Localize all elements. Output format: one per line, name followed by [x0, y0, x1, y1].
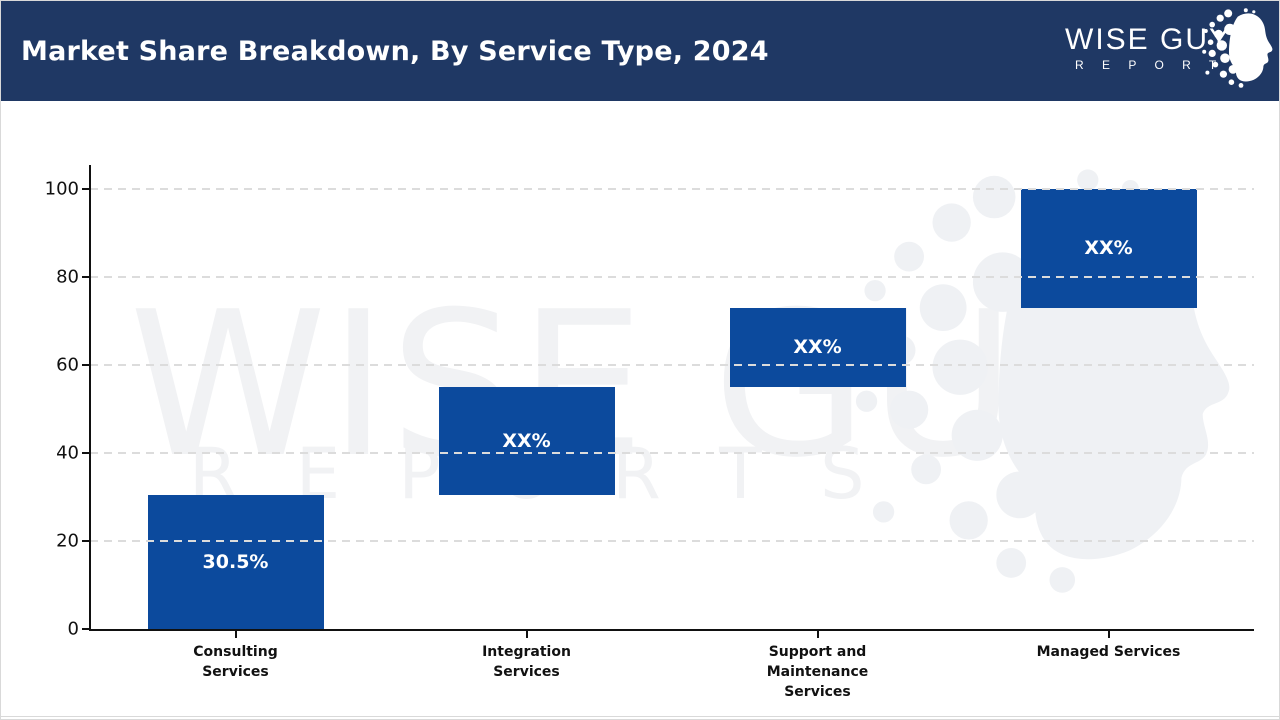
y-tick-label-40: 40 — [56, 442, 79, 464]
header-bar: Market Share Breakdown, By Service Type,… — [1, 1, 1279, 101]
y-tick-label-60: 60 — [56, 354, 79, 376]
y-tick-label-0: 0 — [67, 618, 79, 640]
y-tickmark-40 — [82, 452, 90, 454]
x-tickmark-1 — [525, 630, 528, 638]
bar-value-label-consulting-services: 30.5% — [202, 550, 269, 573]
page-title: Market Share Breakdown, By Service Type,… — [21, 35, 769, 67]
brand-logo: WISE GUY R E P O R T S — [1023, 1, 1273, 101]
gridline-20 — [90, 540, 1254, 542]
x-tickmark-0 — [234, 630, 237, 638]
y-tick-label-100: 100 — [44, 178, 79, 200]
bar-value-label-managed-services: XX% — [1084, 237, 1133, 260]
gridline-100 — [90, 188, 1254, 190]
y-tickmark-60 — [82, 364, 90, 366]
x-tickmark-2 — [816, 630, 819, 638]
bar-consulting-services — [147, 494, 324, 629]
y-tickmark-100 — [82, 188, 90, 190]
x-category-label-0: Consulting Services — [193, 644, 278, 680]
bar-integration-services — [438, 387, 615, 495]
x-category-label-1: Integration Services — [482, 644, 571, 680]
y-tick-label-20: 20 — [56, 530, 79, 552]
y-axis-line — [89, 165, 91, 631]
gridline-60 — [90, 364, 1254, 366]
y-tickmark-0 — [82, 628, 90, 630]
brand-subtitle: R E P O R T S — [1075, 58, 1250, 72]
x-axis-line — [89, 629, 1254, 631]
gridline-80 — [90, 276, 1254, 278]
y-tick-label-80: 80 — [56, 266, 79, 288]
y-tickmark-20 — [82, 540, 90, 542]
gridline-40 — [90, 452, 1254, 454]
x-category-label-2: Support and Maintenance Services — [766, 644, 869, 700]
bar-value-label-integration-services: XX% — [502, 429, 551, 452]
wiseguy-head-icon — [1201, 5, 1273, 97]
brand-name: WISE GUY — [1065, 23, 1232, 56]
x-category-label-3: Managed Services — [1036, 644, 1181, 660]
x-tickmark-3 — [1107, 630, 1110, 638]
y-tickmark-80 — [82, 276, 90, 278]
waterfall-chart: 0 20 40 60 80 100 30.5% XX% XX% XX% Consulting Serv… — [1, 101, 1279, 719]
bottom-divider — [1, 716, 1279, 717]
bar-value-label-support-and-maintenance-services: XX% — [793, 336, 842, 359]
